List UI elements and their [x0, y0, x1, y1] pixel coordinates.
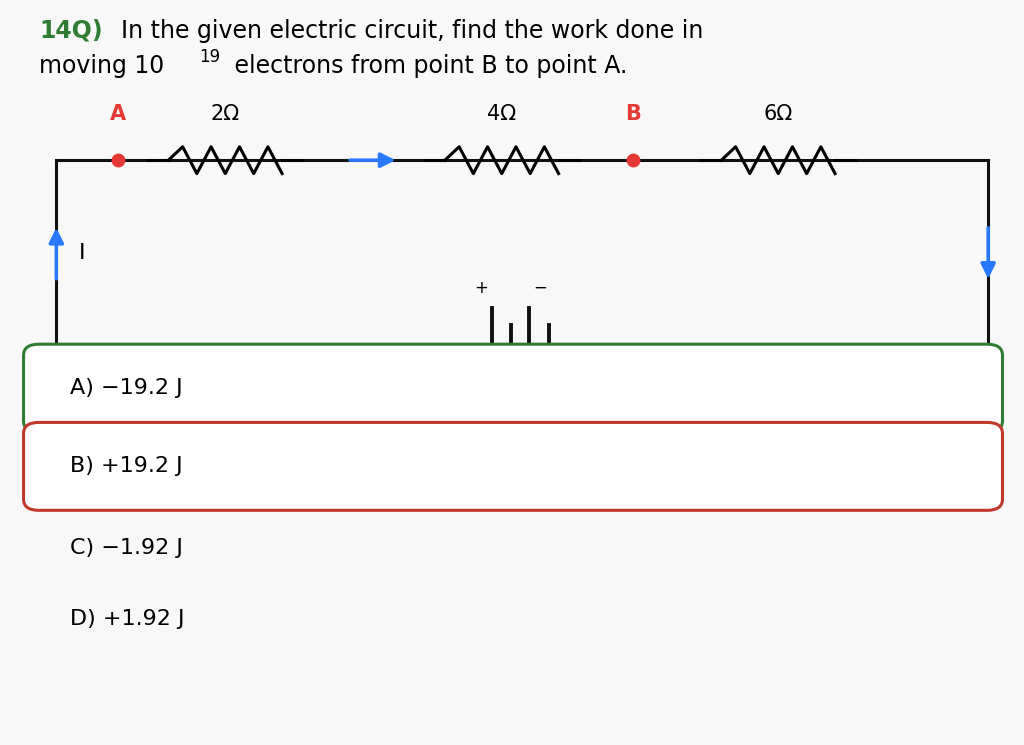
Text: 14Q): 14Q) — [39, 19, 102, 42]
Text: C) −1.92 J: C) −1.92 J — [70, 539, 182, 558]
Text: D) +1.92 J: D) +1.92 J — [70, 609, 184, 629]
Text: In the given electric circuit, find the work done in: In the given electric circuit, find the … — [121, 19, 703, 42]
Text: 2Ω: 2Ω — [211, 104, 240, 124]
Text: 4Ω: 4Ω — [487, 104, 516, 124]
Text: moving 10: moving 10 — [39, 54, 164, 77]
Text: B: B — [625, 104, 641, 124]
Text: I: I — [79, 244, 85, 263]
Text: electrons from point B to point A.: electrons from point B to point A. — [227, 54, 628, 77]
Text: B) +19.2 J: B) +19.2 J — [70, 457, 182, 476]
FancyBboxPatch shape — [24, 422, 1002, 510]
Text: +: + — [474, 279, 488, 297]
Text: 6Ω: 6Ω — [764, 104, 793, 124]
Text: 24V: 24V — [497, 419, 544, 439]
FancyBboxPatch shape — [24, 344, 1002, 432]
Text: −: − — [534, 279, 548, 297]
Text: 19: 19 — [199, 48, 220, 66]
Text: A: A — [110, 104, 126, 124]
Text: A) −19.2 J: A) −19.2 J — [70, 378, 182, 398]
